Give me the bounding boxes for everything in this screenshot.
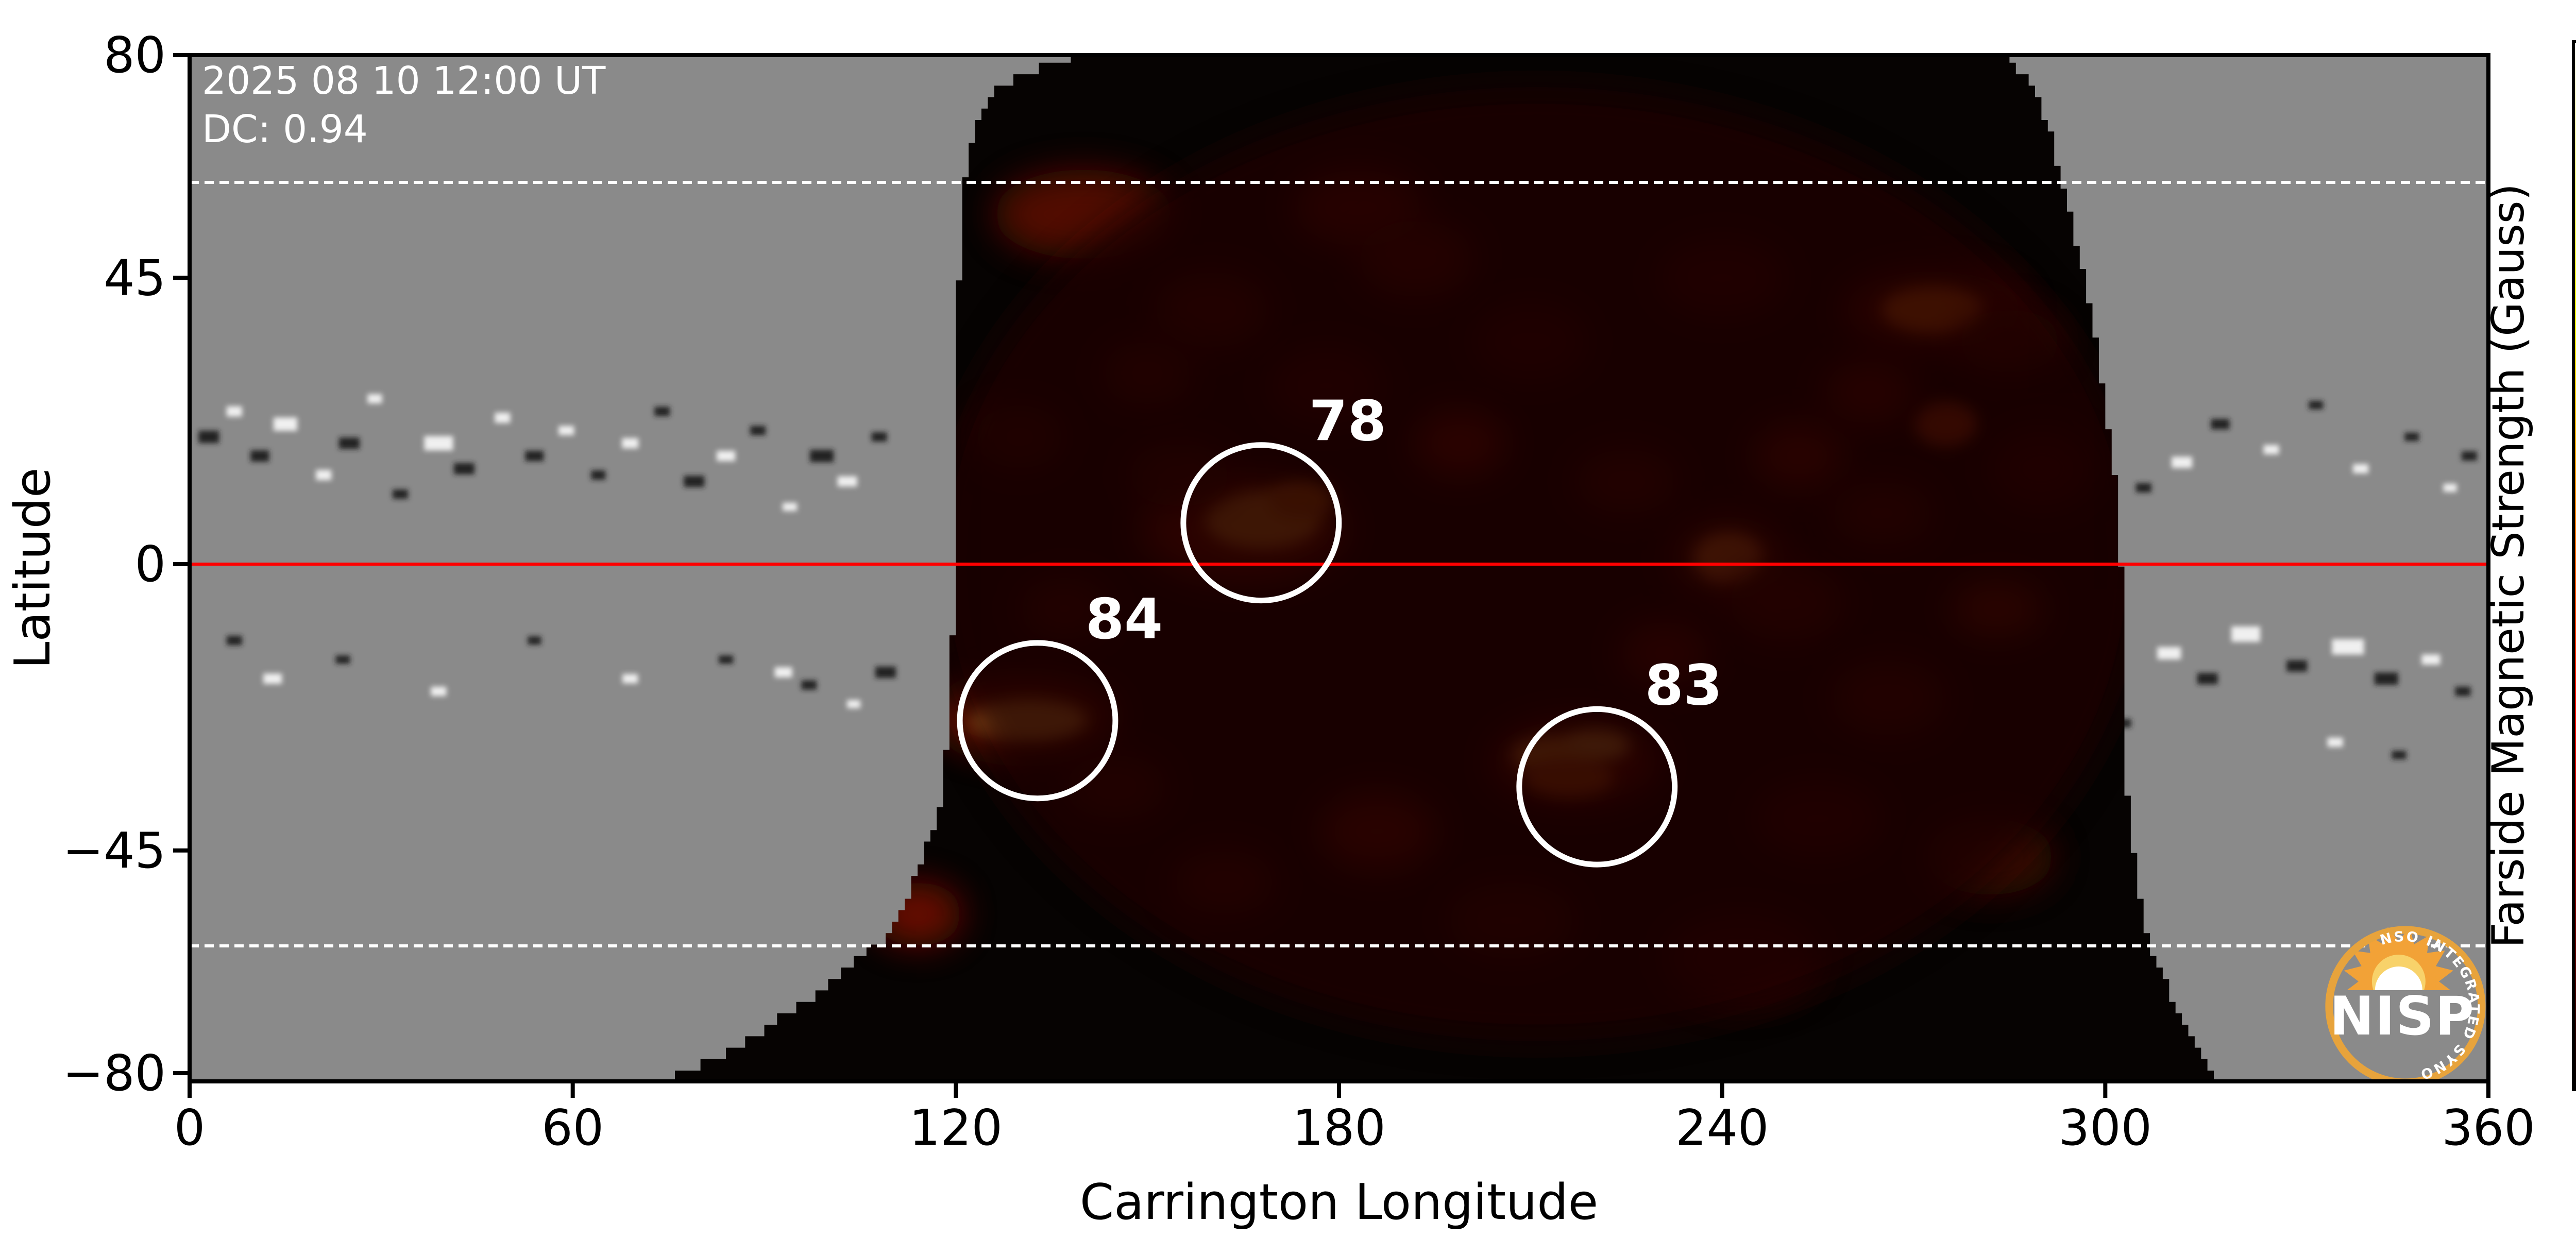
date-annotation: 2025 08 10 12:00 UT bbox=[202, 59, 606, 103]
magnetogram-speckle bbox=[393, 489, 409, 499]
y-tick-label: −45 bbox=[63, 823, 166, 879]
y-tick-label: −80 bbox=[63, 1045, 166, 1102]
magnetogram-speckle bbox=[847, 700, 861, 708]
logo-ring bbox=[2325, 926, 2486, 1081]
farside-colorbar-title: Farside Magnetic Strength (Gauss) bbox=[2483, 183, 2534, 948]
magnetogram-speckle bbox=[719, 655, 734, 664]
magnetogram-speckle bbox=[2197, 673, 2218, 685]
magnetogram-speckle bbox=[622, 438, 639, 449]
magnetogram-speckle bbox=[2443, 483, 2457, 492]
magnetogram-speckle bbox=[654, 406, 670, 416]
magnetogram-speckle bbox=[2172, 456, 2193, 468]
magnetogram-speckle bbox=[226, 636, 242, 646]
magnetogram-speckle bbox=[273, 417, 297, 431]
x-tick-label: 300 bbox=[2059, 1100, 2152, 1157]
magnetogram-speckle bbox=[871, 432, 887, 442]
magnetogram-speckle bbox=[525, 451, 544, 462]
magnetogram-speckle bbox=[774, 667, 792, 677]
magnetogram-speckle bbox=[558, 426, 574, 435]
magnetogram-speckle bbox=[2263, 445, 2279, 454]
x-tick-label: 240 bbox=[1675, 1100, 1769, 1157]
magnetogram-speckle bbox=[367, 394, 382, 403]
magnetogram-speckle bbox=[750, 426, 766, 435]
magnetogram-speckle bbox=[198, 431, 219, 443]
magnetogram-speckle bbox=[810, 450, 834, 463]
y-tick-label: 80 bbox=[104, 27, 166, 84]
active-region-circle-78 bbox=[1180, 442, 1342, 604]
magnetogram-speckle bbox=[226, 406, 242, 417]
magnetogram-speckle bbox=[453, 463, 474, 474]
x-tick-label: 180 bbox=[1292, 1100, 1385, 1157]
magnetogram-speckle bbox=[316, 470, 332, 481]
magnetogram-speckle bbox=[837, 476, 857, 487]
sun-dome bbox=[2375, 966, 2422, 990]
magnetogram-speckle bbox=[250, 450, 269, 462]
x-tick-label: 60 bbox=[541, 1100, 604, 1157]
magnetogram-speckle bbox=[2327, 737, 2343, 747]
y-tick-label: 45 bbox=[104, 250, 166, 307]
magnetogram-speckle bbox=[263, 673, 282, 684]
active-region-label-78: 78 bbox=[1309, 389, 1386, 454]
magnetogram-speckle bbox=[338, 437, 360, 449]
magnetogram-speckle bbox=[783, 502, 798, 511]
logo-nisp-text: NISP bbox=[2330, 986, 2475, 1047]
magnetogram-speckle bbox=[2374, 672, 2398, 685]
magnetogram-speckle bbox=[2461, 451, 2477, 461]
magnetogram-speckle bbox=[622, 674, 638, 684]
magnetogram-speckle bbox=[335, 655, 350, 664]
active-region-label-83: 83 bbox=[1645, 653, 1722, 718]
active-region-circle-84 bbox=[957, 640, 1118, 802]
magnetogram-speckle bbox=[2231, 626, 2261, 642]
axes: 0 60 120 180 240 300 360 80 45 0 −45 −80 bbox=[63, 27, 2535, 1157]
magnetogram-speckle bbox=[431, 687, 447, 696]
magnetogram-speckle bbox=[2157, 647, 2181, 659]
dc-annotation: DC: 0.94 bbox=[202, 107, 368, 151]
magnetogram-speckle bbox=[801, 680, 817, 690]
magnetogram-speckle bbox=[2392, 751, 2406, 759]
active-region-label-84: 84 bbox=[1086, 587, 1163, 652]
magnetogram-speckle bbox=[684, 476, 705, 487]
magnetogram-speckle bbox=[591, 470, 606, 480]
x-axis-title: Carrington Longitude bbox=[1080, 1174, 1598, 1231]
x-tick-label: 120 bbox=[909, 1100, 1003, 1157]
magnetogram-speckle bbox=[2421, 654, 2441, 665]
magnetogram-speckle bbox=[2455, 687, 2471, 696]
magnetogram-speckle bbox=[2136, 483, 2151, 493]
magnetogram-speckle bbox=[424, 436, 453, 451]
x-tick-label: 360 bbox=[2442, 1100, 2535, 1157]
magnetogram-speckle bbox=[2286, 660, 2308, 672]
nisp-logo-sun bbox=[2344, 927, 2453, 990]
magnetogram-speckle bbox=[2211, 419, 2230, 430]
magnetogram-speckle bbox=[2404, 433, 2419, 441]
farside-colorbar bbox=[2572, 40, 2576, 1091]
y-tick-label: 0 bbox=[135, 536, 166, 593]
magnetogram-speckle bbox=[717, 451, 736, 462]
magnetogram-speckle bbox=[2353, 464, 2369, 473]
magnetogram-speckle bbox=[2332, 639, 2364, 655]
y-axis-title: Latitude bbox=[5, 468, 61, 669]
magnetogram-speckle bbox=[528, 636, 541, 645]
magnetogram-speckle bbox=[875, 666, 896, 678]
x-tick-label: 0 bbox=[174, 1100, 205, 1157]
magnetogram-speckle bbox=[2309, 401, 2324, 410]
active-region-circle-83 bbox=[1516, 706, 1678, 868]
magnetogram-speckle bbox=[495, 412, 511, 423]
